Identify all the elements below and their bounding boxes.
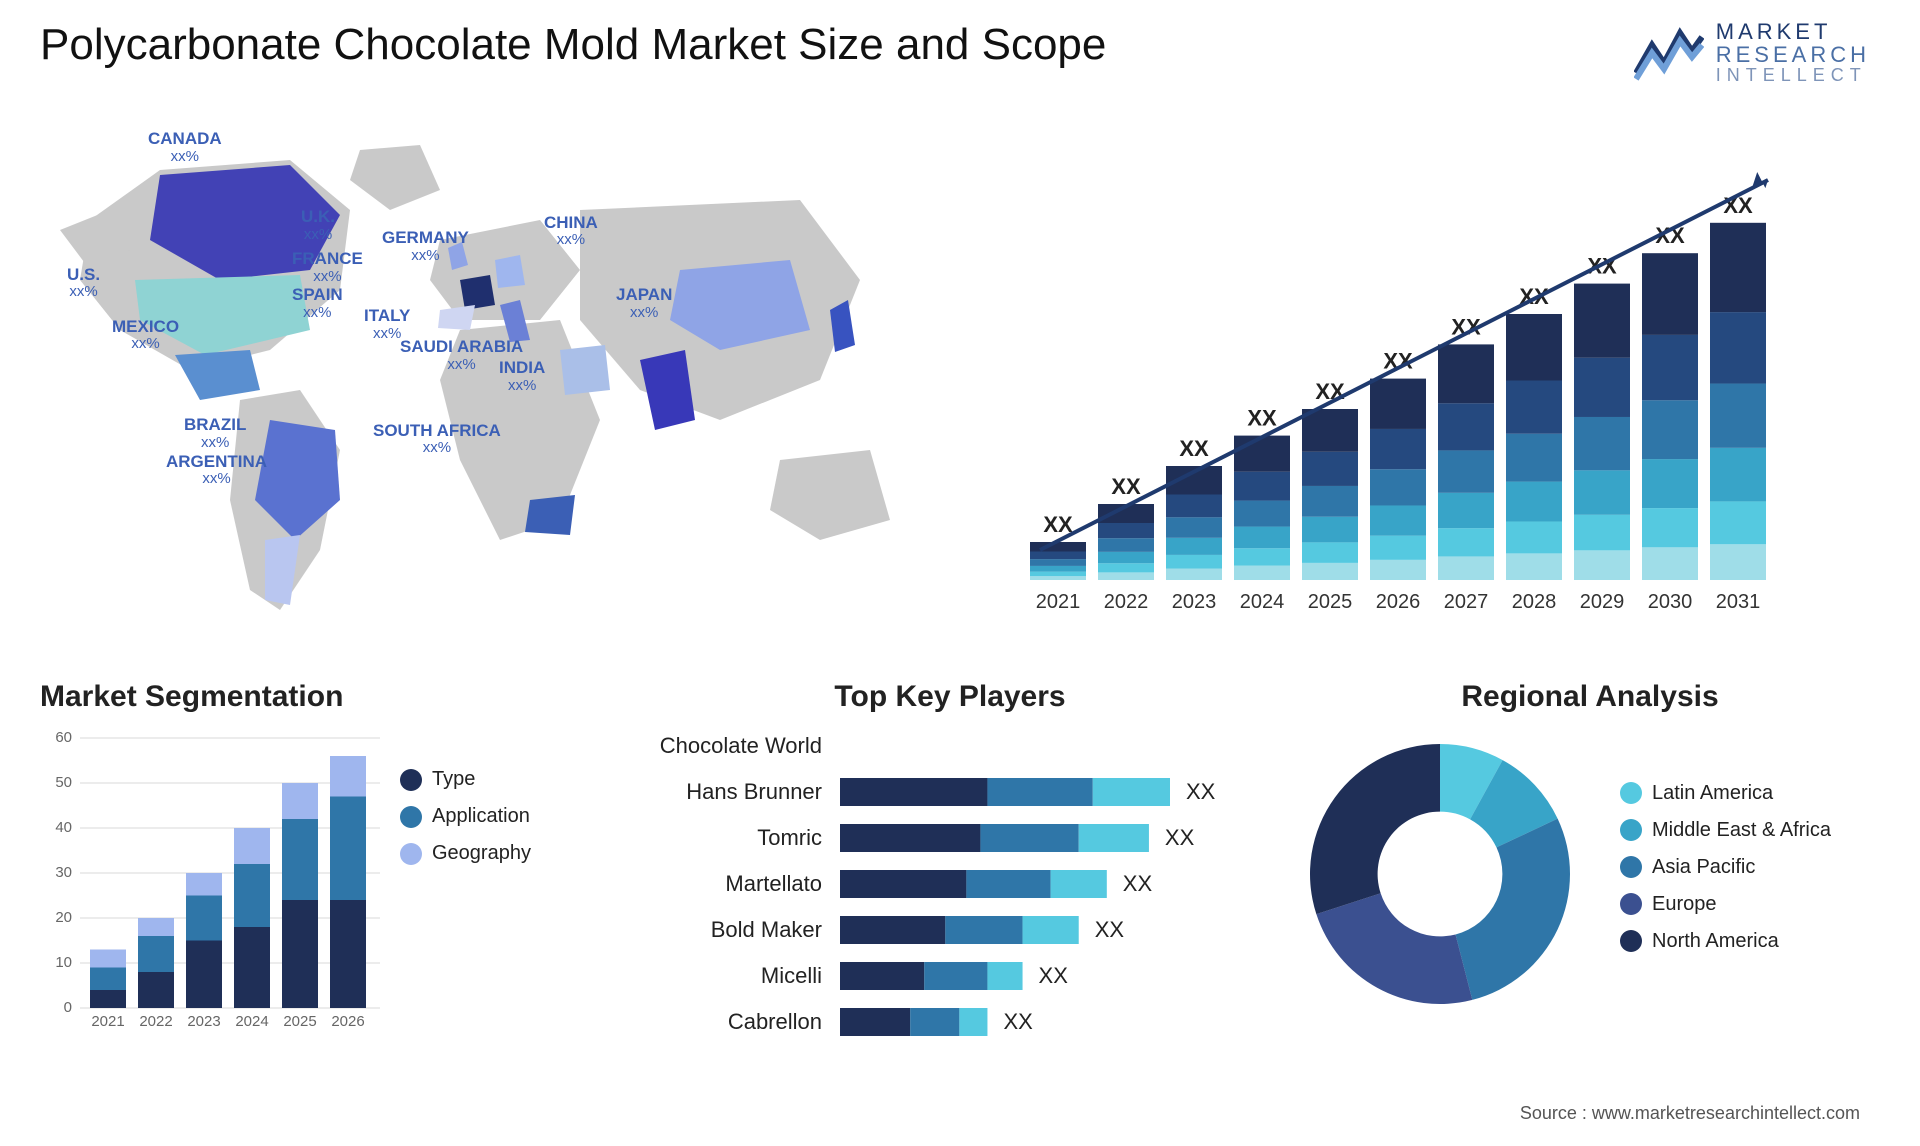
map-label-brazil: BRAZILxx% <box>184 416 246 451</box>
map-label-mexico: MEXICOxx% <box>112 318 179 353</box>
player-name: Micelli <box>761 963 822 988</box>
svg-text:2023: 2023 <box>187 1013 220 1030</box>
map-label-us: U.S.xx% <box>67 266 100 301</box>
svg-text:2021: 2021 <box>91 1013 124 1030</box>
brand-mark-icon <box>1634 23 1704 83</box>
player-value: XX <box>1003 1009 1033 1034</box>
svg-text:50: 50 <box>55 774 72 791</box>
growth-year-label: 2027 <box>1444 591 1489 613</box>
map-label-southafrica: SOUTH AFRICAxx% <box>373 422 501 457</box>
growth-bar-label: XX <box>1315 379 1345 404</box>
growth-year-label: 2030 <box>1648 591 1693 613</box>
player-name: Martellato <box>725 871 822 896</box>
growth-year-label: 2023 <box>1172 591 1217 613</box>
player-name: Hans Brunner <box>686 779 822 804</box>
regional-legend: Latin America Middle East & Africa Asia Pa… <box>1620 782 1831 967</box>
svg-text:20: 20 <box>55 909 72 926</box>
svg-text:30: 30 <box>55 864 72 881</box>
player-value: XX <box>1039 963 1069 988</box>
player-value: XX <box>1186 779 1216 804</box>
growth-year-label: 2022 <box>1104 591 1149 613</box>
growth-year-label: 2026 <box>1376 591 1421 613</box>
growth-year-label: 2021 <box>1036 591 1081 613</box>
segmentation-title: Market Segmentation <box>40 680 600 714</box>
growth-bar-label: XX <box>1179 436 1209 461</box>
segmentation-legend: Type Application Geography <box>400 728 531 1048</box>
regional-legend-item: Latin America <box>1620 782 1831 805</box>
regional-legend-item: Europe <box>1620 893 1831 916</box>
source-attribution: Source : www.marketresearchintellect.com <box>1520 1103 1860 1124</box>
key-players-chart: Chocolate World Hans Brunner XX Tomric XX Mar… <box>640 714 1260 1064</box>
map-label-france: FRANCExx% <box>292 250 363 285</box>
map-label-china: CHINAxx% <box>544 214 598 249</box>
growth-year-label: 2031 <box>1716 591 1761 613</box>
segmentation-legend-item: Geography <box>400 842 531 865</box>
brand-line1: MARKET <box>1716 20 1870 43</box>
segmentation-legend-item: Application <box>400 805 531 828</box>
map-label-uk: U.K.xx% <box>301 208 335 243</box>
growth-year-label: 2025 <box>1308 591 1353 613</box>
brand-line3: INTELLECT <box>1716 66 1870 85</box>
player-value: XX <box>1165 825 1195 850</box>
segmentation-legend-item: Type <box>400 768 531 791</box>
player-name: Cabrellon <box>728 1009 822 1034</box>
growth-bar-label: XX <box>1247 406 1277 431</box>
map-label-canada: CANADAxx% <box>148 130 222 165</box>
svg-text:2022: 2022 <box>139 1013 172 1030</box>
player-value: XX <box>1095 917 1125 942</box>
map-label-spain: SPAINxx% <box>292 286 343 321</box>
regional-legend-item: Middle East & Africa <box>1620 819 1831 842</box>
map-label-japan: JAPANxx% <box>616 286 672 321</box>
map-label-argentina: ARGENTINAxx% <box>166 453 267 488</box>
world-map-svg <box>40 120 940 640</box>
svg-text:0: 0 <box>64 999 72 1016</box>
growth-bar-label: XX <box>1111 474 1141 499</box>
svg-text:40: 40 <box>55 819 72 836</box>
map-label-india: INDIAxx% <box>499 359 545 394</box>
growth-year-label: 2028 <box>1512 591 1557 613</box>
svg-text:2025: 2025 <box>283 1013 316 1030</box>
regional-analysis-panel: Regional Analysis Latin America Middle Ea… <box>1290 680 1890 1080</box>
svg-text:10: 10 <box>55 954 72 971</box>
world-map: CANADAxx% U.S.xx% MEXICOxx% BRAZILxx%ARGENT… <box>40 120 940 640</box>
regional-title: Regional Analysis <box>1290 680 1890 714</box>
brand-logo: MARKET RESEARCH INTELLECT <box>1634 20 1870 85</box>
map-label-germany: GERMANYxx% <box>382 229 469 264</box>
regional-legend-item: Asia Pacific <box>1620 856 1831 879</box>
player-name: Chocolate World <box>660 733 822 758</box>
regional-donut-chart <box>1290 724 1590 1024</box>
segmentation-chart: 0 10 20 30 40 50 60 2021 2022 2023 2024 2025 2026 <box>40 728 380 1048</box>
player-value: XX <box>1123 871 1153 896</box>
player-name: Tomric <box>757 825 822 850</box>
svg-text:2024: 2024 <box>235 1013 268 1030</box>
svg-text:60: 60 <box>55 729 72 746</box>
player-name: Bold Maker <box>711 917 822 942</box>
regional-legend-item: North America <box>1620 930 1831 953</box>
key-players-panel: Top Key Players Chocolate World Hans Brun… <box>640 680 1260 1080</box>
growth-year-label: 2029 <box>1580 591 1625 613</box>
svg-text:2026: 2026 <box>331 1013 364 1030</box>
brand-line2: RESEARCH <box>1716 43 1870 66</box>
market-segmentation-panel: Market Segmentation 0 10 20 30 40 50 60 2021 202… <box>40 680 600 1080</box>
growth-bar-chart: XX2021XX2022XX2023XX2024XX2025XX2026XX20… <box>990 140 1860 640</box>
growth-year-label: 2024 <box>1240 591 1285 613</box>
page-title: Polycarbonate Chocolate Mold Market Size… <box>40 20 1106 70</box>
key-players-title: Top Key Players <box>640 680 1260 714</box>
